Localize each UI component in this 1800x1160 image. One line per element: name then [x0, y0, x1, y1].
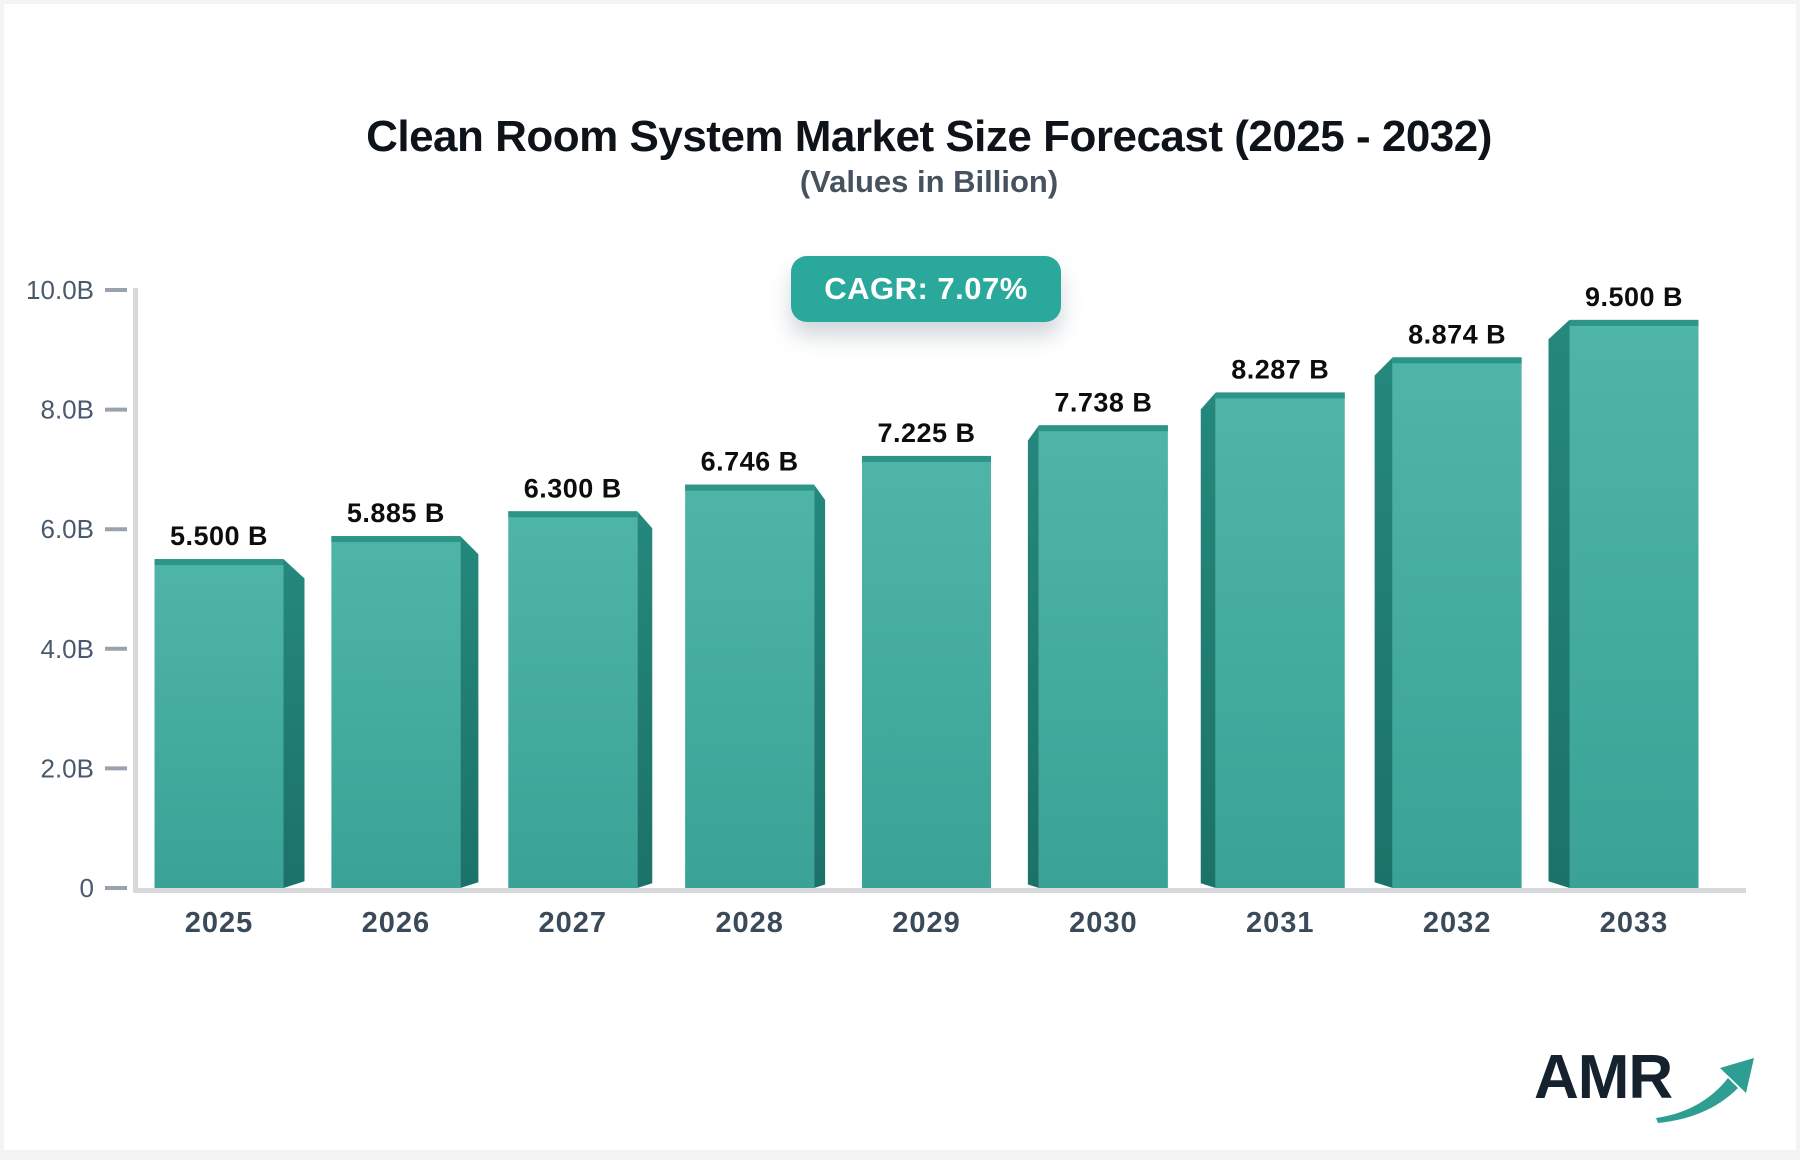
bar-top-bevel [508, 511, 638, 518]
bar-2026 [331, 536, 461, 888]
bar-top-bevel [1215, 392, 1345, 399]
bar-value-label: 6.300 B [524, 473, 622, 503]
bar-side-2026 [460, 536, 479, 888]
bar-top-bevel [1392, 357, 1522, 364]
chart-card: 0 2.0B 4.0B 6.0B 8.0B 10.0B 5.500 B 5.885 B 6.30… [4, 4, 1796, 1150]
bar-value-label: 8.874 B [1408, 319, 1506, 349]
chart-subtitle: (Values in Billion) [799, 164, 1059, 199]
x-axis-label-2032: 2032 [1423, 907, 1492, 939]
y-axis-tick-label: 0 [80, 873, 94, 903]
bar-side-2027 [637, 511, 653, 888]
bar-side-2025 [283, 559, 305, 888]
bar-top-bevel [331, 536, 461, 543]
bar-top-bevel [154, 559, 284, 566]
x-axis-label-2031: 2031 [1246, 907, 1315, 939]
bar-side-2032 [1374, 357, 1393, 888]
bar-2030 [1038, 425, 1168, 888]
x-axis-label-2029: 2029 [892, 907, 961, 939]
bar-2028 [685, 484, 815, 888]
bar-side-2033 [1548, 319, 1570, 888]
x-axis-label-2033: 2033 [1600, 907, 1669, 939]
x-axis-label-2027: 2027 [538, 907, 607, 939]
amr-logo-text: AMR [1534, 1043, 1673, 1112]
bar-top-bevel [862, 455, 991, 462]
bar-side-2031 [1200, 392, 1216, 888]
amr-logo: AMR [1524, 1034, 1754, 1124]
bar-top-bevel [685, 484, 815, 491]
bar-2032 [1392, 357, 1522, 888]
y-axis-tick-label: 8.0B [41, 395, 95, 425]
bar-value-label: 7.225 B [877, 418, 975, 448]
y-axis-tick-label: 2.0B [41, 753, 95, 783]
x-axis-label-2026: 2026 [362, 907, 431, 939]
bar-value-label: 5.885 B [347, 498, 445, 528]
bar-value-label: 5.500 B [170, 521, 268, 551]
y-axis-tick-label: 4.0B [41, 634, 95, 664]
bar-2033 [1569, 319, 1699, 888]
market-size-bar-chart: 0 2.0B 4.0B 6.0B 8.0B 10.0B 5.500 B 5.885 B 6.30… [26, 275, 1746, 939]
y-axis-tick-label: 10.0B [26, 275, 94, 305]
chart-title: Clean Room System Market Size Forecast (… [366, 112, 1492, 161]
bar-side-2028 [814, 484, 826, 888]
x-axis-label-2028: 2028 [715, 907, 784, 939]
y-axis-line [133, 288, 138, 893]
growth-arrow-icon [1656, 1058, 1754, 1123]
x-axis-label-2025: 2025 [185, 907, 254, 939]
y-axis-tick-label: 6.0B [41, 514, 95, 544]
x-axis-label-2030: 2030 [1069, 907, 1138, 939]
bar-2029 [862, 455, 991, 888]
cagr-badge: CAGR: 7.07% [791, 256, 1061, 322]
bar-top-bevel [1038, 425, 1168, 432]
bar-value-label: 8.287 B [1231, 354, 1329, 384]
bar-side-2030 [1027, 425, 1039, 888]
bar-top-bevel [1569, 319, 1699, 326]
x-axis-line [133, 888, 1746, 893]
bar-2027 [508, 511, 638, 888]
bar-2025 [154, 559, 284, 888]
bar-value-label: 9.500 B [1585, 282, 1683, 312]
bar-2031 [1215, 392, 1345, 888]
bar-value-label: 7.738 B [1054, 387, 1152, 417]
bar-value-label: 6.746 B [701, 447, 799, 477]
